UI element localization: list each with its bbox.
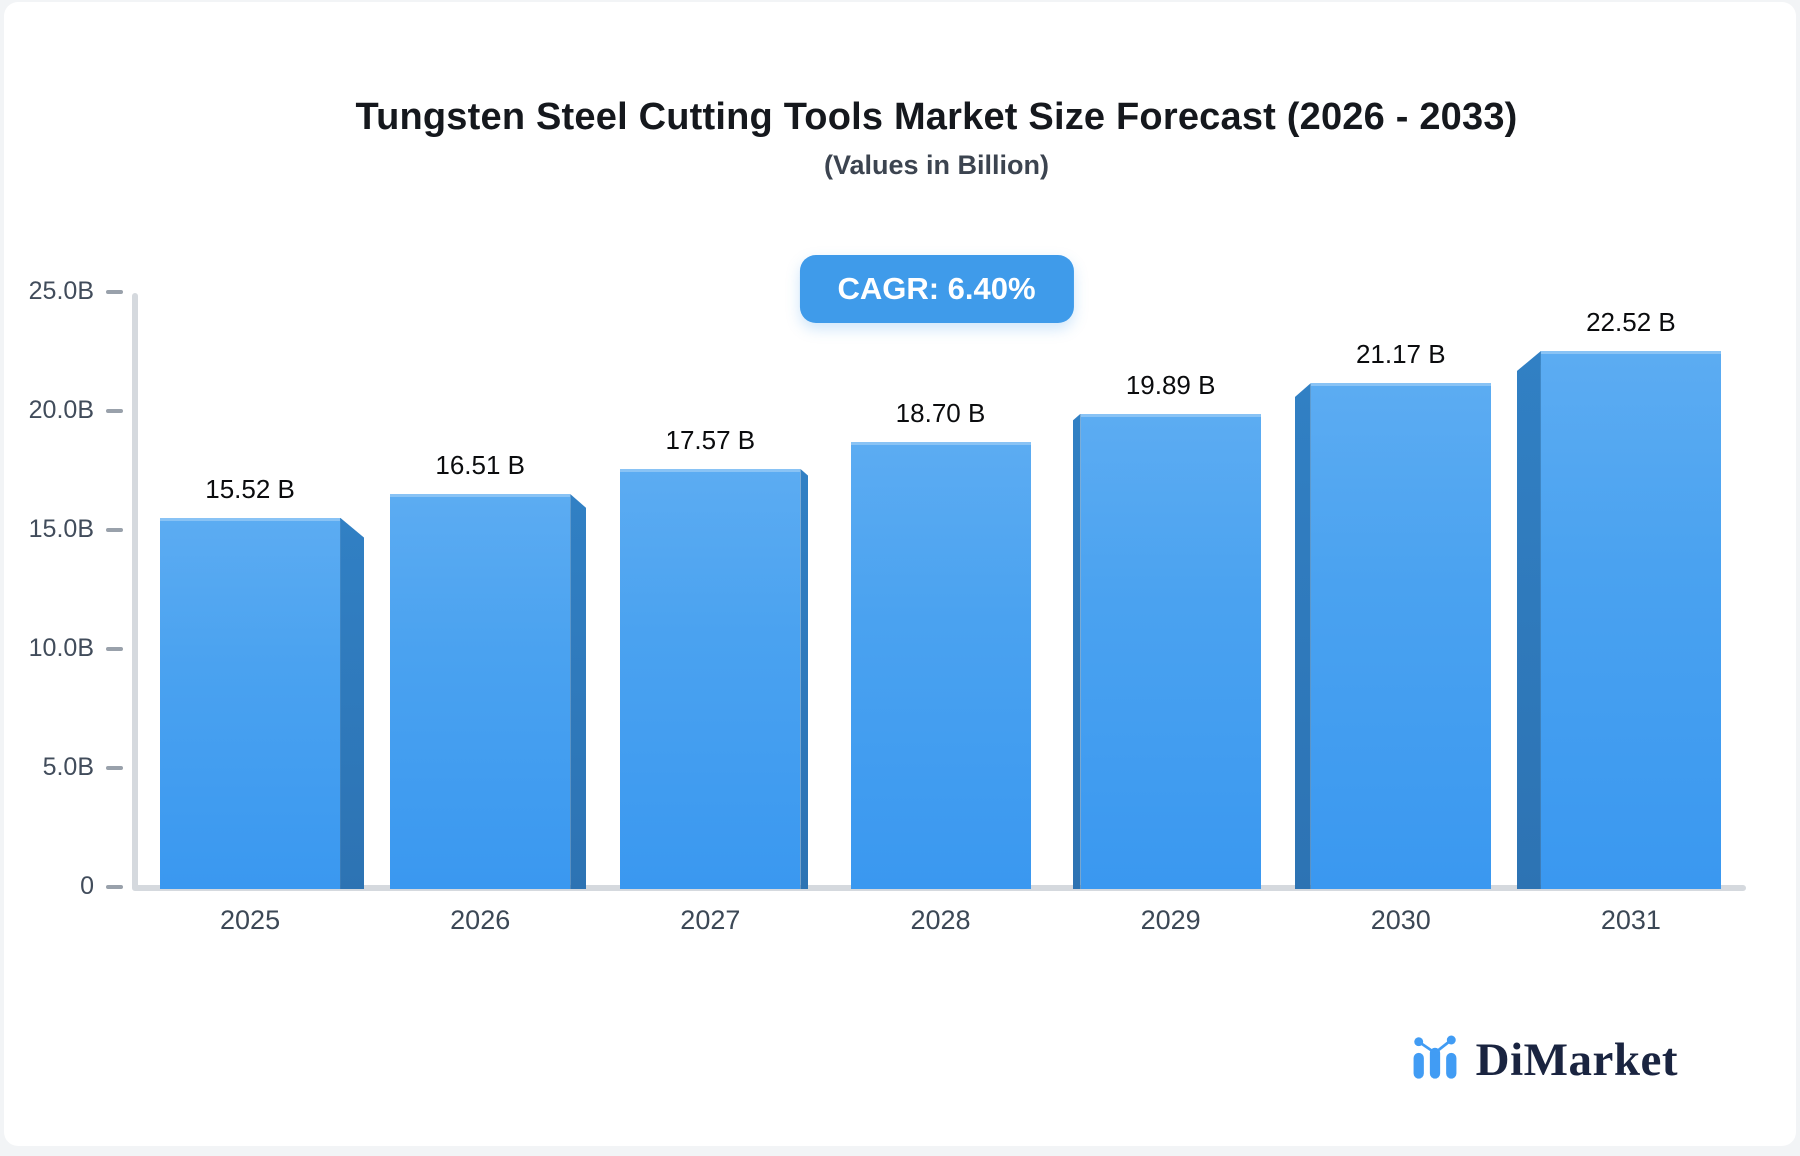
chart-card: Tungsten Steel Cutting Tools Market Size… (4, 2, 1796, 1146)
bar-2028 (850, 441, 1031, 889)
bar-3d-side (1516, 351, 1541, 889)
dimarket-logo: DiMarket (1409, 1034, 1678, 1084)
bar-2029 (1080, 413, 1261, 889)
bar-2030 (1310, 383, 1491, 889)
y-tick-mark (106, 290, 123, 294)
y-tick-mark (106, 766, 123, 770)
y-tick-label: 5.0B (42, 753, 94, 781)
bar-2025 (160, 517, 341, 889)
bar-2031 (1540, 351, 1721, 889)
chart-subtitle: (Values in Billion) (823, 150, 1050, 180)
y-tick-label: 10.0B (28, 634, 94, 662)
x-axis-label: 2030 (1370, 905, 1431, 935)
x-axis-label: 2026 (450, 905, 511, 935)
bar-3d-side (340, 517, 365, 889)
bar-value-label: 22.52 B (1586, 307, 1676, 338)
y-tick-mark (106, 409, 123, 413)
bar-value-label: 21.17 B (1355, 339, 1446, 370)
y-tick-label: 25.0B (28, 277, 94, 305)
bar-value-label: 18.70 B (895, 397, 986, 428)
bar-3d-side (1072, 413, 1081, 889)
x-axis-label: 2031 (1600, 905, 1661, 935)
bar-value-label: 15.52 B (205, 473, 295, 504)
bar-value-label: 19.89 B (1125, 369, 1216, 400)
x-axis-label: 2029 (1140, 905, 1201, 935)
bar-3d-side (1294, 383, 1311, 889)
x-axis-label: 2028 (910, 905, 971, 935)
bar-2026 (390, 494, 571, 889)
bar-2027 (620, 468, 801, 889)
y-axis-line (132, 293, 138, 890)
cagr-badge: CAGR: 6.40% (799, 255, 1074, 323)
y-tick-mark (106, 885, 123, 889)
y-tick-label: 0 (80, 872, 94, 900)
bar-3d-side (570, 494, 587, 889)
y-tick-mark (106, 528, 123, 532)
bar-3d-side (800, 468, 809, 889)
dimarket-logo-icon (1413, 1035, 1457, 1079)
x-axis-label: 2025 (220, 905, 281, 935)
chart-title: Tungsten Steel Cutting Tools Market Size… (355, 96, 1518, 138)
x-axis-label: 2027 (680, 905, 741, 935)
y-tick-label: 20.0B (28, 396, 94, 424)
bar-value-label: 16.51 B (435, 450, 526, 481)
bar-value-label: 17.57 B (665, 424, 756, 455)
y-tick-mark (106, 647, 123, 651)
y-tick-label: 15.0B (28, 515, 94, 543)
dimarket-logo-text: DiMarket (1475, 1034, 1678, 1086)
